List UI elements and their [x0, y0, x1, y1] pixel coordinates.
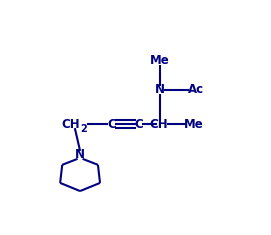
- Text: Me: Me: [150, 54, 170, 67]
- Text: CH: CH: [150, 118, 168, 131]
- Text: C: C: [107, 118, 116, 131]
- Text: CH: CH: [61, 118, 80, 131]
- Text: 2: 2: [80, 124, 87, 134]
- Text: Ac: Ac: [188, 83, 204, 96]
- Text: C: C: [134, 118, 143, 131]
- Text: N: N: [75, 148, 85, 161]
- Text: N: N: [155, 83, 165, 96]
- Text: Me: Me: [184, 118, 203, 131]
